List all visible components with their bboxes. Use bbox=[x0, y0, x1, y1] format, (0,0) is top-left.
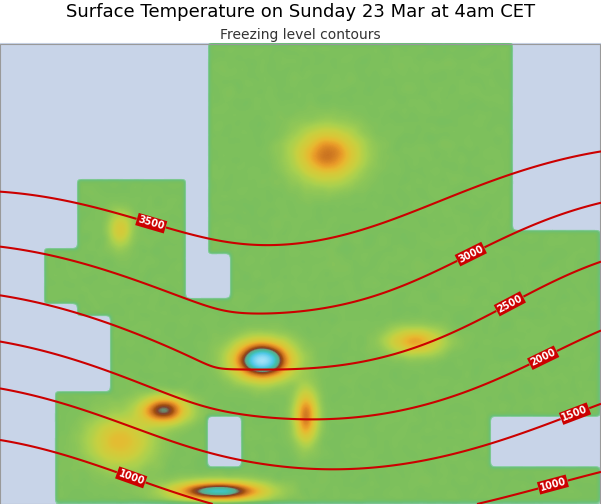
Text: 2000: 2000 bbox=[529, 347, 558, 368]
Text: Freezing level contours: Freezing level contours bbox=[220, 28, 381, 42]
Text: 1500: 1500 bbox=[561, 404, 590, 423]
Text: Surface Temperature on Sunday 23 Mar at 4am CET: Surface Temperature on Sunday 23 Mar at … bbox=[66, 3, 535, 21]
Text: 2500: 2500 bbox=[496, 293, 524, 314]
Text: 3000: 3000 bbox=[457, 243, 485, 265]
Text: 1000: 1000 bbox=[538, 476, 567, 493]
Text: 3500: 3500 bbox=[137, 215, 166, 232]
Text: 1000: 1000 bbox=[117, 468, 145, 486]
